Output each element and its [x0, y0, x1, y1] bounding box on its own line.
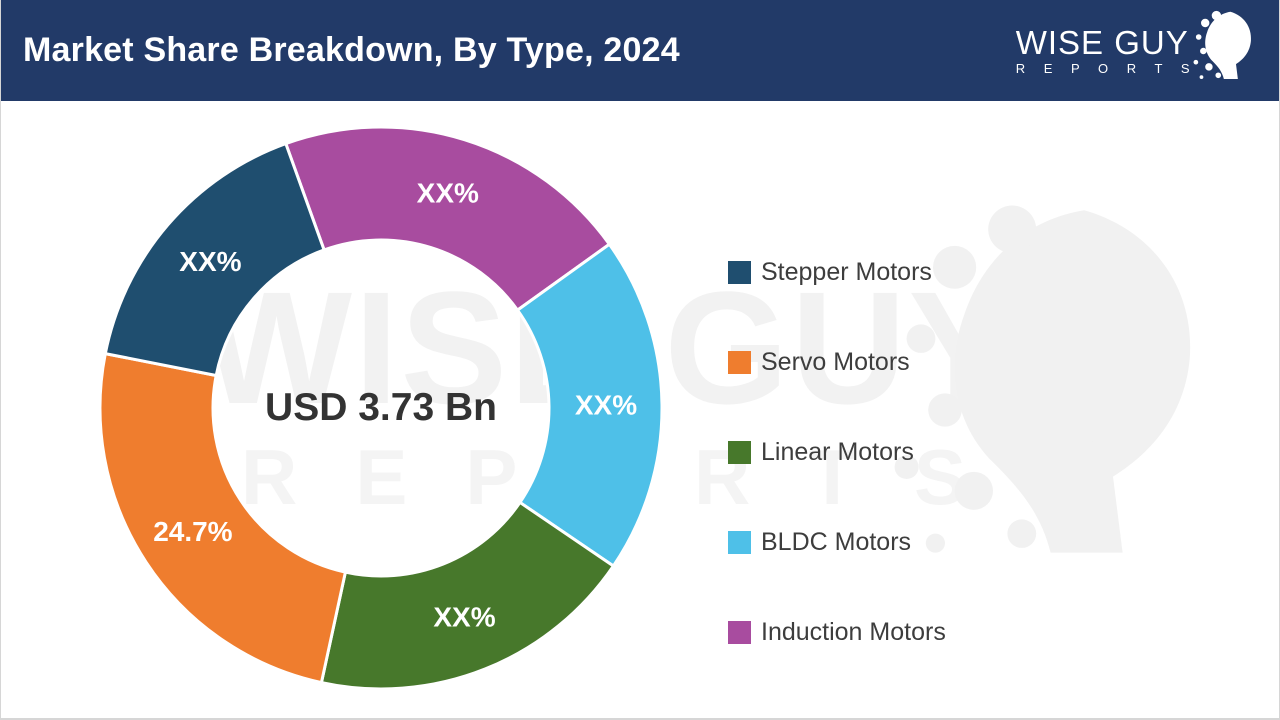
slice-label-bldc-motors: XX% — [575, 390, 637, 421]
legend-swatch-icon — [728, 440, 751, 464]
brand-logo-text: WISE GUY R E P O R T S — [1016, 26, 1197, 75]
chart-legend: Stepper Motors Servo Motors Linear Motor… — [728, 258, 946, 646]
legend-item-induction-motors: Induction Motors — [728, 618, 946, 646]
legend-item-servo-motors: Servo Motors — [728, 348, 946, 376]
donut-segment-induction-motors — [284, 125, 611, 312]
brand-logo: WISE GUY R E P O R T S — [1016, 9, 1261, 93]
legend-item-label: Induction Motors — [761, 617, 946, 646]
legend-item-label: BLDC Motors — [761, 527, 912, 556]
donut-segment-bldc-motors — [516, 242, 664, 568]
header-bar: Market Share Breakdown, By Type, 2024 WI… — [1, 0, 1279, 101]
legend-item-linear-motors: Linear Motors — [728, 438, 946, 466]
page-title: Market Share Breakdown, By Type, 2024 — [23, 31, 680, 69]
legend-item-label: Stepper Motors — [761, 257, 932, 286]
slice-label-induction-motors: XX% — [417, 178, 479, 209]
legend-item-bldc-motors: BLDC Motors — [728, 528, 946, 556]
brand-name: WISE GUY — [1015, 24, 1189, 61]
donut-segment-servo-motors — [98, 352, 347, 685]
slice-label-servo-motors: 24.7% — [153, 516, 232, 547]
slice-label-linear-motors: XX% — [433, 601, 495, 632]
legend-item-label: Linear Motors — [761, 437, 914, 466]
slice-label-stepper-motors: XX% — [179, 246, 241, 277]
legend-item-label: Servo Motors — [761, 347, 910, 376]
brand-subtitle: R E P O R T S — [1015, 61, 1197, 76]
donut-segment-linear-motors — [319, 500, 615, 691]
donut-segment-stepper-motors — [103, 142, 326, 377]
brand-face-icon — [1193, 10, 1252, 79]
legend-swatch-icon — [728, 260, 751, 284]
legend-swatch-icon — [728, 620, 751, 644]
watermark-face-graphic — [894, 205, 1191, 553]
legend-swatch-icon — [728, 530, 751, 554]
chart-center-value: USD 3.73 Bn — [265, 386, 497, 429]
legend-item-stepper-motors: Stepper Motors — [728, 258, 946, 286]
legend-swatch-icon — [728, 350, 751, 374]
